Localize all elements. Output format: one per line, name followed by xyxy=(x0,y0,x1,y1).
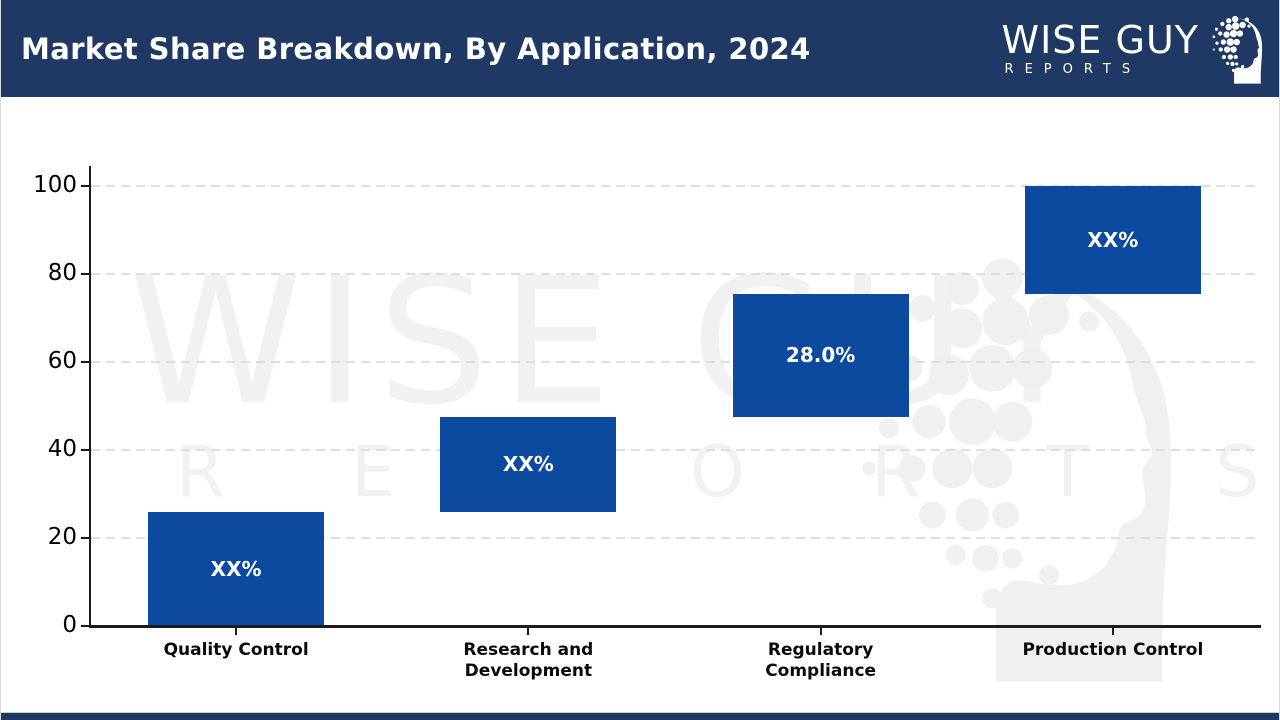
y-tick-label: 20 xyxy=(47,524,77,550)
y-tick-mark xyxy=(81,361,89,363)
gridline-y40 xyxy=(91,449,1261,451)
y-axis-line xyxy=(89,166,91,626)
y-tick-label: 100 xyxy=(33,172,77,198)
bar-value-label: XX% xyxy=(502,452,554,477)
x-category-label: Quality Control xyxy=(163,640,309,660)
waterfall-bar: XX% xyxy=(148,511,325,626)
gridline-y100 xyxy=(91,185,1261,187)
waterfall-bar: 28.0% xyxy=(732,293,909,417)
footer-bar xyxy=(1,712,1279,720)
y-tick-mark xyxy=(81,537,89,539)
gridline-y20 xyxy=(91,537,1261,539)
logo-face-icon xyxy=(1212,15,1263,84)
logo-wordmark: WISE GUY REPORTS xyxy=(1002,21,1199,77)
y-tick-mark xyxy=(81,449,89,451)
logo-wordmark-main: WISE GUY xyxy=(1001,17,1199,62)
bar-value-label: XX% xyxy=(1087,227,1139,252)
y-tick-mark xyxy=(81,625,89,627)
bar-value-label: 28.0% xyxy=(785,343,856,368)
x-category-label: Production Control xyxy=(1022,640,1204,660)
waterfall-bar: XX% xyxy=(1024,186,1201,294)
x-tick-mark xyxy=(819,628,822,635)
chart-area: WISE GUY R E P O R T S 0 20 40 60 80 100 XX% Qu… xyxy=(1,97,1279,713)
y-tick-label: 0 xyxy=(62,612,77,638)
x-category-label: Research and Development xyxy=(463,640,594,681)
waterfall-bar: XX% xyxy=(440,417,617,512)
gridline-y80 xyxy=(91,273,1261,275)
y-tick-mark xyxy=(81,273,89,275)
bar-value-label: XX% xyxy=(210,556,262,581)
logo-wordmark-sub: REPORTS xyxy=(1004,61,1142,77)
y-tick-label: 80 xyxy=(47,260,77,286)
x-tick-mark xyxy=(1111,628,1114,635)
chart-title: Market Share Breakdown, By Application, … xyxy=(21,31,811,66)
x-axis-line xyxy=(89,625,1261,628)
x-category-label: Regulatory Compliance xyxy=(765,640,877,681)
brand-logo: WISE GUY REPORTS xyxy=(1002,9,1265,89)
header-bar: Market Share Breakdown, By Application, … xyxy=(1,0,1279,97)
y-tick-label: 40 xyxy=(47,436,77,462)
gridline-y60 xyxy=(91,361,1261,363)
y-tick-label: 60 xyxy=(47,348,77,374)
x-tick-mark xyxy=(527,628,530,635)
x-tick-mark xyxy=(235,628,238,635)
y-tick-mark xyxy=(81,185,89,187)
waterfall-plot: 0 20 40 60 80 100 XX% Quality Control XX% Researc… xyxy=(1,97,1279,713)
